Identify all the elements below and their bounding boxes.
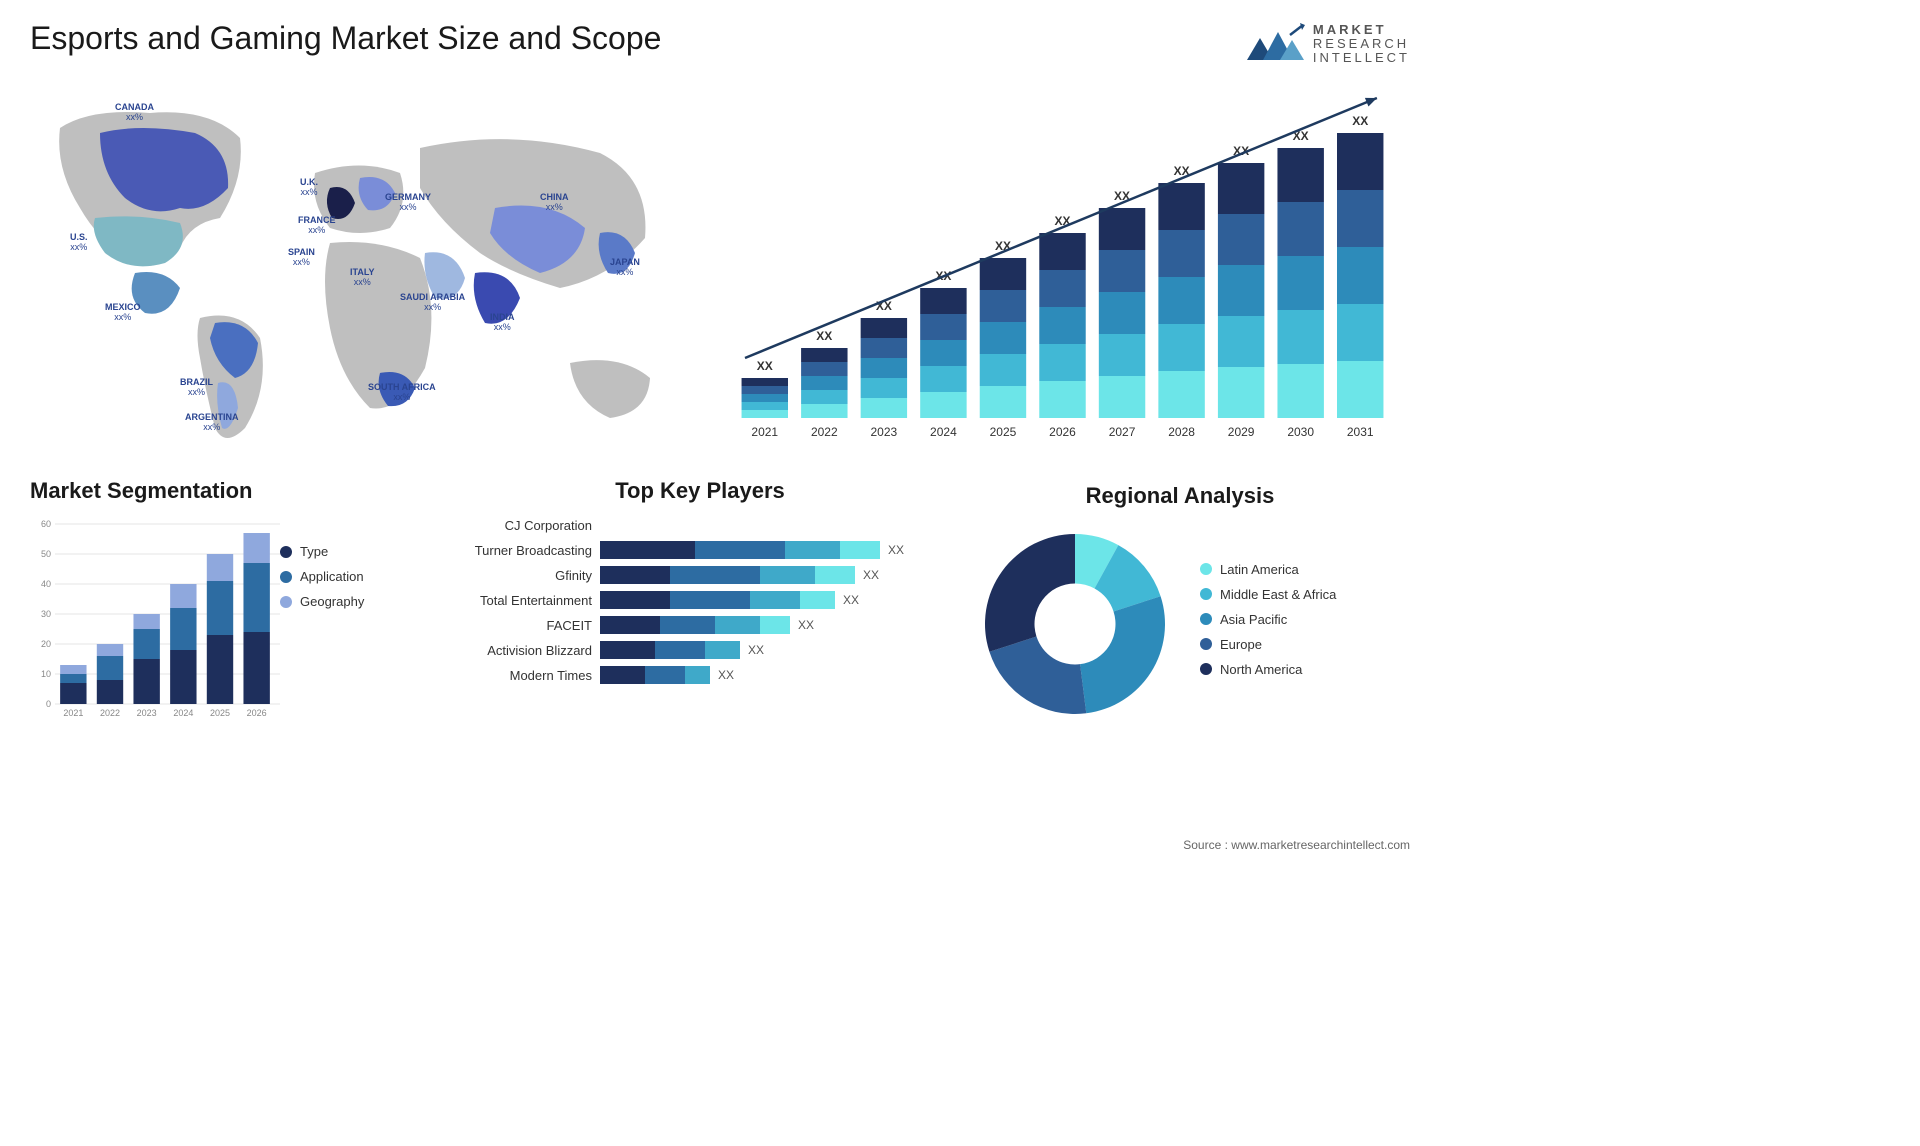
players-panel: Top Key Players CJ Corporation Turner Bro…	[450, 478, 950, 734]
svg-text:2030: 2030	[1287, 425, 1314, 439]
player-value: XX	[888, 543, 904, 557]
player-row: Gfinity XX	[450, 564, 950, 586]
brand-logo: MARKET RESEARCH INTELLECT	[1245, 20, 1410, 68]
map-label-mexico: MEXICOxx%	[105, 303, 141, 323]
player-name: Gfinity	[450, 568, 600, 583]
map-label-canada: CANADAxx%	[115, 103, 154, 123]
player-name: Turner Broadcasting	[450, 543, 600, 558]
logo-icon	[1245, 20, 1305, 68]
seg-legend-geography: Geography	[280, 594, 430, 609]
svg-text:50: 50	[41, 549, 51, 559]
svg-text:2027: 2027	[1109, 425, 1136, 439]
player-value: XX	[863, 568, 879, 582]
map-label-italy: ITALYxx%	[350, 268, 375, 288]
svg-text:2026: 2026	[1049, 425, 1076, 439]
segmentation-panel: Market Segmentation 0 10 20 30 40 50 60 2021 202…	[30, 478, 430, 734]
regional-legend: Latin America Middle East & Africa Asia Pa…	[1180, 562, 1390, 687]
svg-text:2026: 2026	[247, 708, 267, 718]
player-name: Activision Blizzard	[450, 643, 600, 658]
svg-text:2029: 2029	[1228, 425, 1255, 439]
map-label-japan: JAPANxx%	[610, 258, 640, 278]
svg-text:2021: 2021	[63, 708, 83, 718]
map-label-germany: GERMANYxx%	[385, 193, 431, 213]
player-row: Total Entertainment XX	[450, 589, 950, 611]
player-bar	[600, 566, 855, 584]
svg-text:XX: XX	[816, 329, 832, 343]
map-label-southafrica: SOUTH AFRICAxx%	[368, 383, 436, 403]
logo-text-3: INTELLECT	[1313, 51, 1410, 65]
svg-text:2022: 2022	[100, 708, 120, 718]
segmentation-legend: Type Application Geography	[280, 514, 430, 734]
region-legend-item: Middle East & Africa	[1200, 587, 1390, 602]
map-label-uk: U.K.xx%	[300, 178, 318, 198]
player-value: XX	[748, 643, 764, 657]
growth-bar-chart: XX2021XX2022XX2023XX2024XX2025XX2026XX20…	[720, 78, 1410, 458]
player-bar	[600, 591, 835, 609]
svg-text:XX: XX	[757, 359, 773, 373]
map-label-brazil: BRAZILxx%	[180, 378, 213, 398]
svg-text:30: 30	[41, 609, 51, 619]
seg-legend-application: Application	[280, 569, 430, 584]
player-bar	[600, 616, 790, 634]
svg-text:40: 40	[41, 579, 51, 589]
player-row: Activision Blizzard XX	[450, 639, 950, 661]
region-legend-item: Europe	[1200, 637, 1390, 652]
region-legend-item: Latin America	[1200, 562, 1390, 577]
player-value: XX	[798, 618, 814, 632]
region-legend-item: North America	[1200, 662, 1390, 677]
svg-text:2025: 2025	[210, 708, 230, 718]
svg-text:20: 20	[41, 639, 51, 649]
svg-text:2028: 2028	[1168, 425, 1195, 439]
svg-text:2023: 2023	[871, 425, 898, 439]
player-bar	[600, 666, 710, 684]
player-value: XX	[843, 593, 859, 607]
players-title: Top Key Players	[450, 478, 950, 504]
player-name: FACEIT	[450, 618, 600, 633]
regional-panel: Regional Analysis Latin America Middle Ea…	[970, 478, 1390, 734]
segmentation-title: Market Segmentation	[30, 478, 430, 504]
svg-text:2024: 2024	[173, 708, 193, 718]
map-label-france: FRANCExx%	[298, 216, 336, 236]
player-row: Turner Broadcasting XX	[450, 539, 950, 561]
region-legend-item: Asia Pacific	[1200, 612, 1390, 627]
world-map: CANADAxx% U.S.xx% MEXICOxx% BRAZILxx% ARGENT…	[30, 78, 690, 458]
logo-text-1: MARKET	[1313, 23, 1410, 37]
svg-text:XX: XX	[1352, 114, 1368, 128]
page-title: Esports and Gaming Market Size and Scope	[30, 20, 661, 57]
svg-text:10: 10	[41, 669, 51, 679]
map-label-saudiarabia: SAUDI ARABIAxx%	[400, 293, 465, 313]
svg-text:0: 0	[46, 699, 51, 709]
svg-text:60: 60	[41, 519, 51, 529]
player-row: FACEIT XX	[450, 614, 950, 636]
player-name: Modern Times	[450, 668, 600, 683]
map-label-us: U.S.xx%	[70, 233, 88, 253]
svg-text:2023: 2023	[137, 708, 157, 718]
logo-text-2: RESEARCH	[1313, 37, 1410, 51]
player-value: XX	[718, 668, 734, 682]
svg-text:2022: 2022	[811, 425, 838, 439]
map-label-argentina: ARGENTINAxx%	[185, 413, 239, 433]
source-attribution: Source : www.marketresearchintellect.com	[1183, 838, 1410, 852]
player-bar	[600, 541, 880, 559]
svg-text:2025: 2025	[990, 425, 1017, 439]
regional-title: Regional Analysis	[970, 483, 1390, 509]
map-label-spain: SPAINxx%	[288, 248, 315, 268]
map-label-india: INDIAxx%	[490, 313, 515, 333]
regional-donut-chart	[970, 519, 1180, 729]
svg-text:2021: 2021	[751, 425, 778, 439]
player-bar	[600, 641, 740, 659]
svg-text:2024: 2024	[930, 425, 957, 439]
player-name: Total Entertainment	[450, 593, 600, 608]
player-name: CJ Corporation	[450, 518, 600, 533]
seg-legend-type: Type	[280, 544, 430, 559]
player-row: CJ Corporation	[450, 514, 950, 536]
svg-text:2031: 2031	[1347, 425, 1374, 439]
player-row: Modern Times XX	[450, 664, 950, 686]
map-label-china: CHINAxx%	[540, 193, 569, 213]
